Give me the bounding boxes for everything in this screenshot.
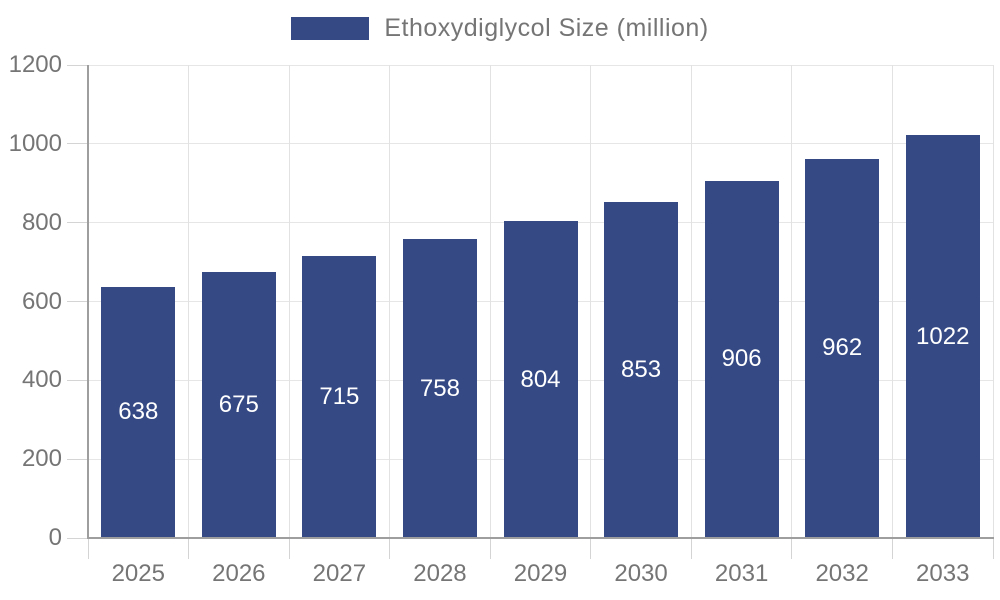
- y-tick-label: 600: [21, 287, 62, 315]
- x-tick-label: 2030: [614, 560, 668, 587]
- bar: [201, 271, 276, 538]
- x-axis-tick: [992, 539, 994, 559]
- bar: [503, 221, 578, 538]
- gridline-vertical: [489, 65, 491, 538]
- y-tick-label: 1200: [8, 51, 62, 78]
- bar-value-label: 715: [319, 383, 360, 411]
- y-tick-label: 0: [48, 524, 62, 551]
- legend-color-swatch-icon: [291, 17, 370, 40]
- y-tick-label: 1000: [8, 129, 62, 157]
- x-tick-label: 2026: [212, 560, 266, 587]
- x-axis-tick: [590, 539, 592, 559]
- legend-label: Ethoxydiglycol Size (million): [384, 14, 709, 42]
- y-axis-line: [87, 65, 89, 539]
- bar-value-label: 1022: [916, 322, 970, 350]
- gridline-vertical: [791, 65, 793, 538]
- gridline-vertical: [389, 65, 391, 538]
- bar: [604, 201, 679, 538]
- gridline-vertical: [690, 65, 692, 538]
- x-tick-label: 2032: [815, 560, 869, 587]
- x-axis-tick: [288, 539, 290, 559]
- bar-value-label: 853: [621, 355, 662, 383]
- x-axis-tick: [891, 539, 893, 559]
- y-axis-tick: [67, 301, 88, 302]
- bar: [805, 158, 880, 538]
- x-axis-tick: [791, 539, 793, 559]
- bar-value-label: 758: [419, 374, 460, 402]
- y-tick-label: 200: [21, 445, 62, 473]
- y-axis-tick: [67, 537, 88, 539]
- x-tick-label: 2031: [714, 560, 769, 587]
- bar-value-label: 906: [721, 345, 762, 373]
- x-tick-label: 2033: [916, 560, 970, 587]
- bar: [704, 180, 779, 538]
- gridline-vertical: [891, 65, 893, 538]
- gridline-vertical: [992, 65, 994, 538]
- y-tick-label: 800: [21, 208, 62, 236]
- y-axis-tick: [67, 458, 88, 460]
- bar-value-label: 962: [822, 334, 863, 362]
- gridline-vertical: [288, 65, 290, 538]
- x-tick-label: 2025: [111, 560, 165, 587]
- y-axis-tick: [67, 64, 88, 66]
- chart-legend: Ethoxydiglycol Size (million): [0, 14, 1000, 43]
- gridline-vertical: [590, 65, 592, 538]
- bar: [101, 286, 176, 538]
- x-axis-tick: [389, 539, 391, 559]
- y-tick-label: 400: [21, 366, 62, 394]
- x-axis-tick: [690, 539, 692, 559]
- x-tick-label: 2027: [312, 560, 367, 587]
- x-tick-label: 2028: [413, 560, 467, 587]
- bar-value-label: 675: [218, 390, 259, 418]
- y-axis-tick: [67, 379, 88, 381]
- gridline-horizontal: [88, 143, 993, 145]
- x-axis-tick: [87, 539, 89, 559]
- y-axis-tick: [67, 222, 88, 224]
- x-axis-tick: [489, 539, 491, 559]
- bar: [402, 239, 477, 538]
- x-tick-label: 2029: [513, 560, 568, 587]
- legend-item: Ethoxydiglycol Size (million): [291, 14, 708, 43]
- bar-value-label: 638: [118, 398, 159, 426]
- x-axis-line: [87, 537, 994, 539]
- gridline-horizontal: [88, 64, 993, 66]
- x-axis-tick: [188, 539, 190, 559]
- bar-value-label: 804: [520, 365, 561, 393]
- gridline-vertical: [188, 65, 190, 538]
- y-axis-tick: [67, 143, 88, 145]
- bar: [905, 135, 980, 538]
- bar: [302, 256, 377, 538]
